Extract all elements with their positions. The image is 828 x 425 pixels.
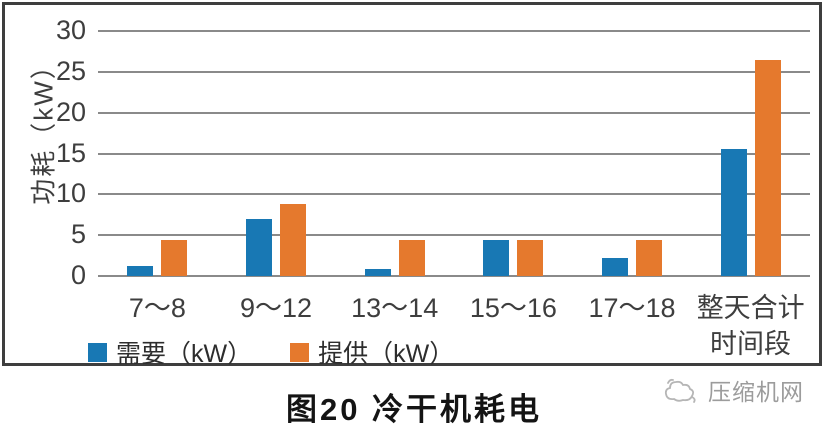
- doodle-logo-icon: [664, 378, 696, 403]
- x-axis-tick-row: 7～8 9～12 13～14 15～16 17～18 整天合计: [98, 286, 810, 325]
- gridline-y-5: [98, 234, 810, 237]
- y-tick-label: 5: [70, 219, 86, 250]
- bar-group-6: [691, 31, 810, 276]
- bar-demand-2: [246, 218, 272, 276]
- x-tick-label-3: 13～14: [351, 293, 439, 323]
- gridline-y-30: [98, 30, 810, 32]
- legend: 需要（kW） 提供（kW）: [88, 334, 454, 370]
- legend-swatch-demand: [88, 342, 107, 362]
- bar-demand-4: [483, 240, 510, 276]
- bar-group-5: [573, 31, 692, 276]
- bar-group-1: [98, 31, 217, 276]
- x-axis-title: 时间段: [710, 329, 791, 359]
- bar-supply-4: [517, 240, 544, 276]
- plot-area: 0 5 10 15 20 25 30: [56, 16, 810, 288]
- x-tick-label-1: 7～8: [128, 293, 186, 323]
- bar-group-3: [335, 31, 454, 276]
- bar-supply-2: [280, 204, 306, 276]
- legend-label-demand: 需要（kW）: [116, 340, 253, 368]
- bar-demand-5: [602, 258, 629, 276]
- y-tick-label: 15: [55, 137, 86, 168]
- bar-supply-5: [636, 240, 663, 276]
- legend-item-supply: 提供（kW）: [290, 334, 454, 370]
- watermark-text: 压缩机网: [708, 379, 804, 405]
- gridline-y-15: [98, 152, 810, 155]
- bar-supply-6: [754, 60, 781, 276]
- y-tick-label: 30: [55, 14, 86, 45]
- legend-item-demand: 需要（kW）: [88, 334, 252, 370]
- y-tick-label: 20: [55, 96, 86, 127]
- legend-swatch-supply: [290, 342, 310, 362]
- gridline-y-20: [98, 111, 810, 114]
- y-tick-label: 25: [55, 55, 86, 86]
- bar-demand-3: [364, 269, 391, 276]
- gridline-y-10: [98, 193, 810, 196]
- bar-supply-3: [398, 240, 425, 276]
- legend-label-supply: 提供（kW）: [318, 340, 455, 368]
- x-tick-label-4: 15～16: [469, 293, 557, 323]
- gridline-y-25: [98, 70, 810, 73]
- gridline-y-0: [98, 275, 810, 277]
- x-tick-label-6: 整天合计: [696, 293, 805, 323]
- y-tick-label: 0: [70, 259, 86, 290]
- bar-supply-1: [161, 240, 188, 276]
- x-tick-label-2: 9～12: [239, 293, 313, 323]
- y-tick-label: 10: [55, 178, 86, 209]
- bar-demand-6: [720, 148, 747, 276]
- bar-group-4: [454, 31, 573, 276]
- bars-container: [98, 31, 810, 276]
- figure-caption: 图20 冷干机耗电: [285, 392, 543, 425]
- x-tick-label-5: 17～18: [588, 293, 676, 323]
- bar-group-2: [217, 31, 336, 276]
- y-axis-title: 功耗（kW）: [28, 51, 59, 205]
- watermark: 压缩机网: [662, 373, 804, 407]
- bar-demand-1: [127, 266, 154, 276]
